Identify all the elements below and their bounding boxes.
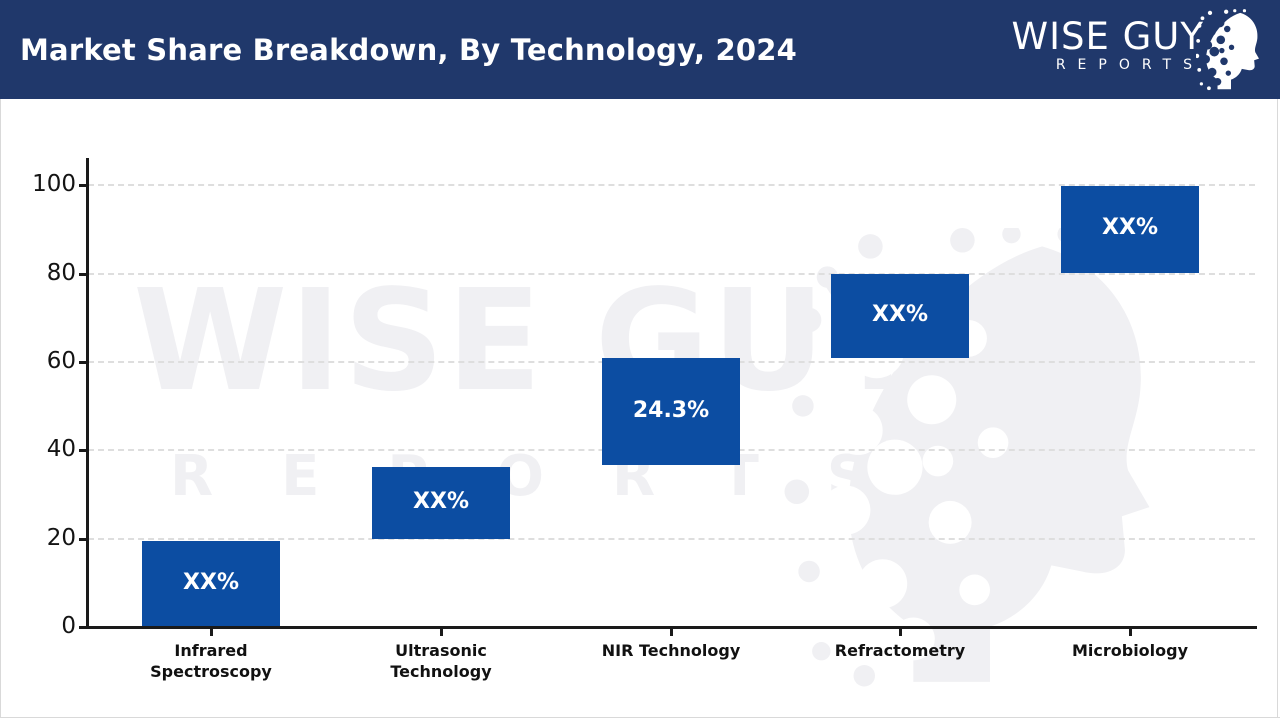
x-axis-category-label-line: NIR Technology: [601, 641, 741, 660]
frame-right-edge: [1277, 99, 1278, 717]
plot-area: 0 20 40 60 80 100 XX% Infrared Spectroscopy XX% Ul…: [0, 99, 1280, 720]
bar-infrared-spectroscopy: [142, 541, 280, 627]
bar-refractometry: [831, 273, 969, 358]
gridline: [88, 272, 1255, 275]
frame-bottom-edge: [0, 717, 1280, 718]
x-tick: [210, 627, 213, 636]
x-axis-category-label-line: Refractometry: [834, 641, 966, 660]
y-tick: [79, 360, 88, 364]
chart-title: Market Share Breakdown, By Technology, 2…: [20, 32, 798, 67]
x-axis-category-label-line: Infrared: [174, 641, 248, 660]
watermark-subtitle: REPORTS: [170, 444, 936, 509]
wise-guy-face-icon: [1196, 9, 1259, 91]
y-tick: [79, 272, 88, 276]
x-axis-category-label: Ultrasonic Technology: [326, 640, 556, 682]
bar-value-label: XX%: [872, 301, 928, 327]
bar-value-label: XX%: [413, 488, 469, 514]
y-tick-label: 20: [46, 524, 76, 551]
y-tick-label: 100: [32, 171, 76, 198]
x-axis-category-label: Refractometry: [785, 640, 1015, 661]
x-tick: [440, 627, 443, 636]
bar-value-label: XX%: [183, 570, 239, 596]
frame-left-edge: [0, 99, 1, 717]
x-axis-category-label-line: Ultrasonic: [395, 641, 487, 660]
bar-value-label: 24.3%: [632, 397, 710, 423]
header-band: Market Share Breakdown, By Technology, 2…: [0, 0, 1280, 99]
gridline: [88, 537, 1255, 540]
y-tick-label: 60: [46, 347, 76, 374]
y-tick: [79, 626, 88, 629]
x-tick: [670, 627, 673, 636]
x-axis-category-label-line: Spectroscopy: [150, 662, 272, 681]
gridline: [88, 184, 1255, 187]
x-axis-category-label: NIR Technology: [556, 640, 786, 661]
x-tick: [1129, 627, 1132, 636]
x-axis-category-label: Microbiology: [1015, 640, 1245, 661]
y-tick-label: 0: [61, 613, 76, 639]
y-tick-label: 80: [46, 259, 76, 286]
x-axis-category-label: Infrared Spectroscopy: [96, 640, 326, 682]
watermark-wordmark: WISE GUY: [133, 260, 931, 423]
x-axis-category-label-line: Microbiology: [1071, 641, 1189, 660]
bar-value-label: XX%: [1102, 215, 1158, 241]
y-tick-label: 40: [46, 436, 76, 463]
x-tick: [899, 627, 902, 636]
y-tick: [79, 537, 88, 541]
bar-ultrasonic-technology: [372, 466, 510, 539]
bar-microbiology: [1061, 186, 1199, 273]
logo-text: WISE GUY REPORTS: [1011, 15, 1204, 74]
y-axis-line: [86, 158, 89, 629]
y-tick: [79, 449, 88, 453]
bar-nir-technology: [602, 357, 740, 466]
y-tick: [79, 184, 88, 188]
wise-guy-logo: WISE GUY REPORTS: [982, 0, 1272, 99]
x-axis-category-label-line: Technology: [390, 662, 492, 681]
logo-wordmark: WISE GUY: [1011, 15, 1204, 58]
logo-subtitle: REPORTS: [1055, 57, 1204, 73]
